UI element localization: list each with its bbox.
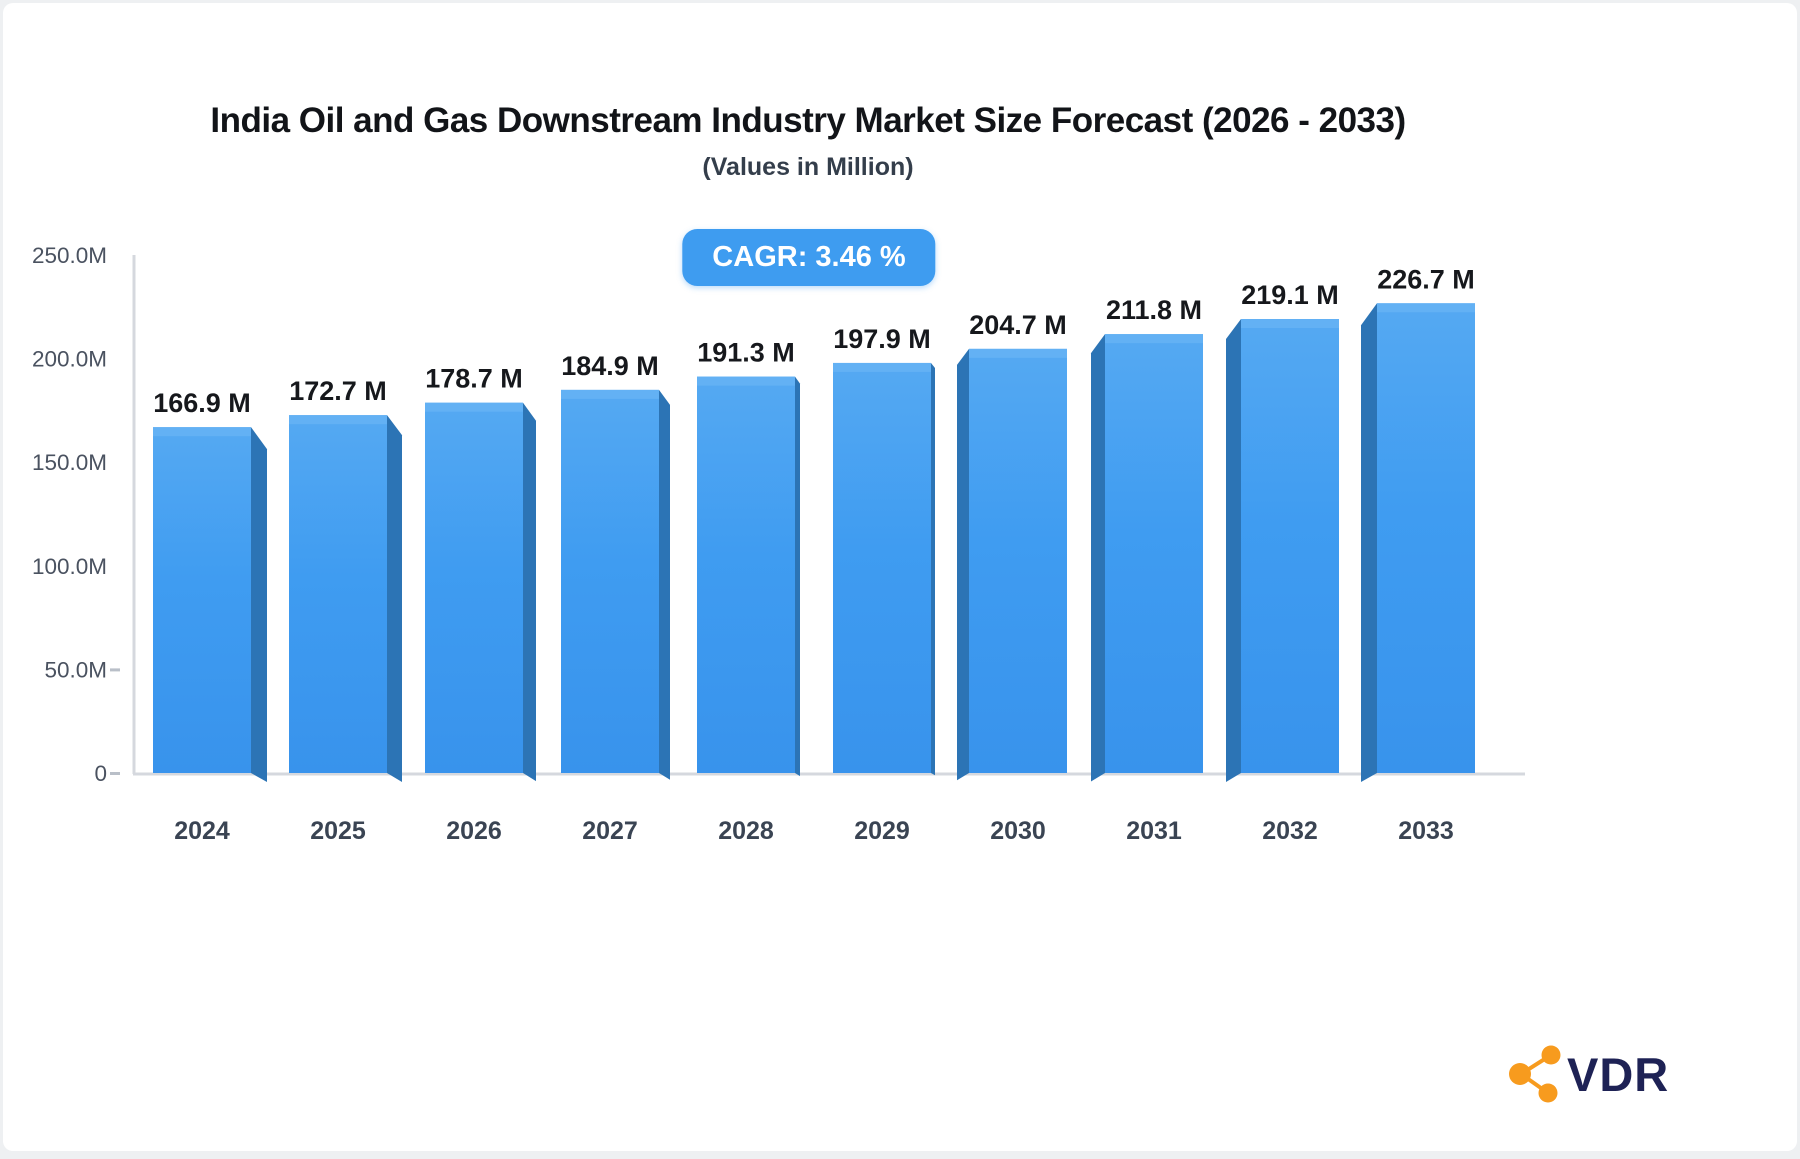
bar-top-face bbox=[153, 427, 251, 437]
bar bbox=[697, 376, 795, 773]
y-axis-label: 100.0M bbox=[32, 554, 107, 579]
bar bbox=[153, 427, 251, 773]
bar-top-face bbox=[833, 362, 931, 372]
bar-top-face bbox=[969, 348, 1067, 358]
bar bbox=[561, 389, 659, 773]
y-axis-label: 0 bbox=[94, 761, 107, 786]
x-axis-label: 2024 bbox=[174, 817, 230, 845]
x-axis-label: 2031 bbox=[1126, 817, 1182, 845]
bar bbox=[289, 415, 387, 773]
bar-side-face bbox=[957, 348, 969, 781]
x-axis-label: 2030 bbox=[990, 817, 1046, 845]
bar-value-label: 226.7 M bbox=[1377, 264, 1475, 294]
bar-value-label: 172.7 M bbox=[289, 376, 387, 406]
y-axis-label: 200.0M bbox=[32, 347, 107, 372]
bar-side-face bbox=[659, 389, 670, 780]
share-network-icon bbox=[1509, 1045, 1561, 1103]
bar-value-label: 191.3 M bbox=[697, 338, 795, 368]
bar-value-label: 204.7 M bbox=[969, 310, 1067, 340]
x-axis-label: 2025 bbox=[310, 817, 366, 845]
y-tick-mark bbox=[110, 772, 120, 775]
y-tick-mark bbox=[110, 668, 120, 672]
bar bbox=[425, 402, 523, 773]
chart-subtitle: (Values in Million) bbox=[702, 153, 914, 181]
bar bbox=[833, 362, 931, 773]
bar-value-label: 197.9 M bbox=[833, 324, 931, 354]
bar-top-face bbox=[1105, 334, 1203, 344]
bar bbox=[1241, 319, 1339, 773]
bar-chart: 250.0M 200.0M 150.0M 100.0M 50.0M 0 166.9 M 202… bbox=[32, 243, 1525, 845]
bar-top-face bbox=[1241, 319, 1339, 329]
bar-value-label: 219.1 M bbox=[1241, 280, 1339, 310]
chart-card: India Oil and Gas Downstream Industry Ma… bbox=[3, 3, 1797, 1151]
bar-top-face bbox=[1377, 303, 1475, 313]
y-axis-label: 150.0M bbox=[32, 450, 107, 475]
x-axis-label: 2032 bbox=[1262, 817, 1318, 845]
bar bbox=[1105, 334, 1203, 773]
bar-value-label: 166.9 M bbox=[153, 388, 251, 418]
bar-side-face bbox=[387, 415, 402, 782]
bar-side-face bbox=[795, 376, 800, 777]
cagr-badge: CAGR: 3.46 % bbox=[682, 229, 936, 286]
bar-side-face bbox=[1091, 334, 1105, 782]
bar-side-face bbox=[251, 427, 267, 782]
x-axis-label: 2027 bbox=[582, 817, 638, 845]
bar-value-label: 184.9 M bbox=[561, 351, 659, 381]
bar bbox=[1377, 303, 1475, 773]
bar-top-face bbox=[561, 389, 659, 399]
bar-top-face bbox=[289, 415, 387, 425]
bar-side-face bbox=[1226, 319, 1241, 782]
x-axis-label: 2033 bbox=[1398, 817, 1454, 845]
bar-value-label: 178.7 M bbox=[425, 364, 523, 394]
vdr-logo: VDR bbox=[1505, 1043, 1669, 1105]
vdr-logo-text: VDR bbox=[1567, 1047, 1670, 1101]
bar-side-face bbox=[1361, 303, 1377, 782]
bar-side-face bbox=[931, 362, 935, 776]
y-axis-label: 50.0M bbox=[44, 657, 107, 682]
bar-top-face bbox=[425, 402, 523, 412]
x-axis-label: 2026 bbox=[446, 817, 502, 845]
bar-top-face bbox=[697, 376, 795, 386]
y-axis-label: 250.0M bbox=[32, 243, 107, 268]
bar-value-label: 211.8 M bbox=[1106, 295, 1202, 325]
x-axis-label: 2028 bbox=[718, 817, 774, 845]
chart-title: India Oil and Gas Downstream Industry Ma… bbox=[210, 101, 1406, 140]
bar-side-face bbox=[523, 402, 536, 782]
bar bbox=[969, 348, 1067, 773]
x-axis-label: 2029 bbox=[854, 817, 910, 845]
